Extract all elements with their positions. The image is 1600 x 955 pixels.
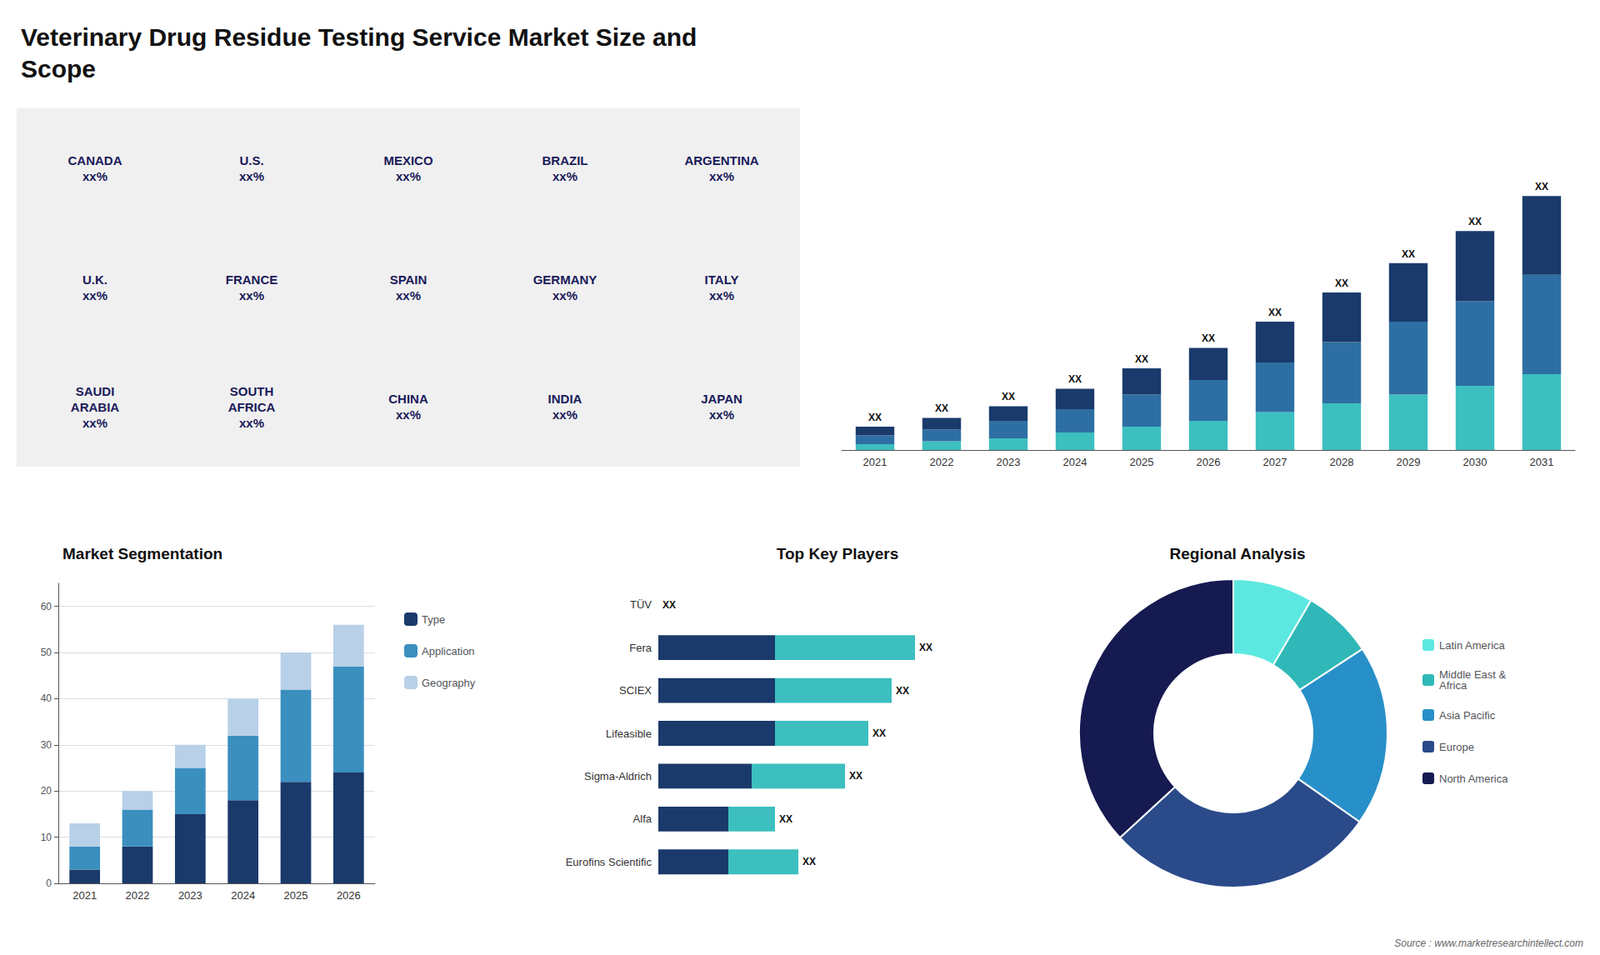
svg-text:Type: Type <box>421 613 445 626</box>
svg-text:2023: 2023 <box>996 455 1021 469</box>
svg-text:Regional Analysis: Regional Analysis <box>1170 545 1306 563</box>
svg-text:XX: XX <box>1268 306 1282 319</box>
svg-text:XX: XX <box>662 599 676 611</box>
svg-text:xx%: xx% <box>239 169 265 184</box>
svg-text:xx%: xx% <box>709 169 735 184</box>
svg-text:2026: 2026 <box>1196 455 1221 469</box>
svg-text:ITALY: ITALY <box>705 272 740 287</box>
svg-text:2023: 2023 <box>178 889 203 902</box>
svg-text:Scope: Scope <box>20 55 96 83</box>
svg-text:xx%: xx% <box>82 169 108 184</box>
svg-text:Veterinary Drug Residue Testin: Veterinary Drug Residue Testing Service … <box>20 23 697 51</box>
svg-text:CHINA: CHINA <box>388 391 429 406</box>
svg-text:30: 30 <box>40 739 53 751</box>
svg-text:XX: XX <box>1135 353 1149 365</box>
svg-text:xx%: xx% <box>552 169 578 184</box>
svg-text:Latin America: Latin America <box>1439 639 1506 652</box>
svg-text:Source : www.marketresearchint: Source : www.marketresearchintellect.com <box>1394 937 1584 950</box>
svg-text:2025: 2025 <box>1130 455 1155 469</box>
svg-text:40: 40 <box>40 692 53 705</box>
svg-text:2029: 2029 <box>1396 455 1421 469</box>
svg-text:xx%: xx% <box>82 415 108 430</box>
svg-text:Top Key Players: Top Key Players <box>776 545 899 563</box>
svg-text:2021: 2021 <box>863 455 888 469</box>
svg-text:XX: XX <box>1468 215 1482 228</box>
svg-text:XX: XX <box>872 727 886 740</box>
svg-text:xx%: xx% <box>395 407 421 422</box>
svg-text:XX: XX <box>1401 248 1415 260</box>
svg-text:FRANCE: FRANCE <box>225 272 279 287</box>
svg-text:Market Segmentation: Market Segmentation <box>62 545 223 563</box>
svg-text:50: 50 <box>40 646 53 659</box>
svg-text:0: 0 <box>45 877 52 890</box>
svg-text:2024: 2024 <box>230 889 255 902</box>
svg-text:2024: 2024 <box>1063 455 1088 469</box>
svg-text:CANADA: CANADA <box>68 153 123 168</box>
svg-text:SOUTH: SOUTH <box>230 384 275 399</box>
svg-text:Asia Pacific: Asia Pacific <box>1439 709 1496 722</box>
svg-text:2030: 2030 <box>1463 455 1488 469</box>
svg-text:TÜV: TÜV <box>630 598 652 611</box>
svg-text:XX: XX <box>919 641 933 654</box>
svg-text:2025: 2025 <box>284 889 309 902</box>
svg-text:Application: Application <box>421 645 475 658</box>
svg-text:Europe: Europe <box>1439 740 1475 754</box>
svg-text:2026: 2026 <box>336 889 361 902</box>
svg-text:xx%: xx% <box>395 169 421 184</box>
svg-text:Africa: Africa <box>1439 679 1468 692</box>
svg-text:XX: XX <box>802 855 816 868</box>
svg-text:XX: XX <box>1335 277 1349 290</box>
svg-text:U.S.: U.S. <box>239 153 264 168</box>
svg-text:60: 60 <box>40 600 53 613</box>
svg-text:xx%: xx% <box>239 415 265 430</box>
svg-text:ARABIA: ARABIA <box>70 400 120 415</box>
svg-text:xx%: xx% <box>709 407 735 422</box>
svg-text:xx%: xx% <box>552 407 578 422</box>
svg-text:XX: XX <box>849 770 863 782</box>
svg-text:Geography: Geography <box>421 676 476 690</box>
svg-text:XX: XX <box>1535 180 1549 193</box>
svg-text:BRAZIL: BRAZIL <box>542 153 589 168</box>
svg-text:Fera: Fera <box>629 641 653 655</box>
svg-text:North America: North America <box>1439 772 1509 785</box>
svg-text:SPAIN: SPAIN <box>390 272 428 287</box>
svg-text:SCIEX: SCIEX <box>619 684 652 697</box>
svg-text:2022: 2022 <box>930 455 955 469</box>
svg-text:XX: XX <box>868 411 882 424</box>
svg-text:ARGENTINA: ARGENTINA <box>684 153 759 168</box>
svg-text:Middle East &: Middle East & <box>1439 668 1506 681</box>
svg-text:U.K.: U.K. <box>82 272 108 287</box>
svg-text:10: 10 <box>40 831 53 844</box>
svg-text:XX: XX <box>935 402 949 415</box>
svg-text:xx%: xx% <box>239 288 265 303</box>
svg-text:xx%: xx% <box>709 288 735 303</box>
svg-text:2028: 2028 <box>1330 455 1355 469</box>
svg-text:2021: 2021 <box>72 889 97 902</box>
svg-text:XX: XX <box>1201 332 1215 345</box>
svg-text:2022: 2022 <box>125 889 150 902</box>
svg-text:2027: 2027 <box>1263 455 1288 469</box>
svg-text:xx%: xx% <box>82 288 108 303</box>
svg-text:AFRICA: AFRICA <box>228 400 276 415</box>
svg-text:20: 20 <box>40 785 53 797</box>
svg-text:XX: XX <box>1001 390 1015 403</box>
svg-text:Eurofins Scientific: Eurofins Scientific <box>565 855 653 869</box>
svg-text:xx%: xx% <box>395 288 421 303</box>
svg-text:Lifeasible: Lifeasible <box>605 727 652 740</box>
svg-text:XX: XX <box>779 813 793 825</box>
svg-text:XX: XX <box>1068 373 1082 385</box>
svg-text:SAUDI: SAUDI <box>75 384 115 399</box>
svg-text:Sigma-Aldrich: Sigma-Aldrich <box>584 770 652 783</box>
svg-text:INDIA: INDIA <box>548 391 583 406</box>
svg-text:2031: 2031 <box>1530 455 1555 469</box>
svg-text:JAPAN: JAPAN <box>700 391 743 406</box>
svg-text:XX: XX <box>895 685 910 697</box>
svg-text:xx%: xx% <box>552 288 578 303</box>
svg-text:Alfa: Alfa <box>633 812 653 825</box>
svg-text:MEXICO: MEXICO <box>383 153 434 168</box>
svg-text:GERMANY: GERMANY <box>533 272 598 287</box>
